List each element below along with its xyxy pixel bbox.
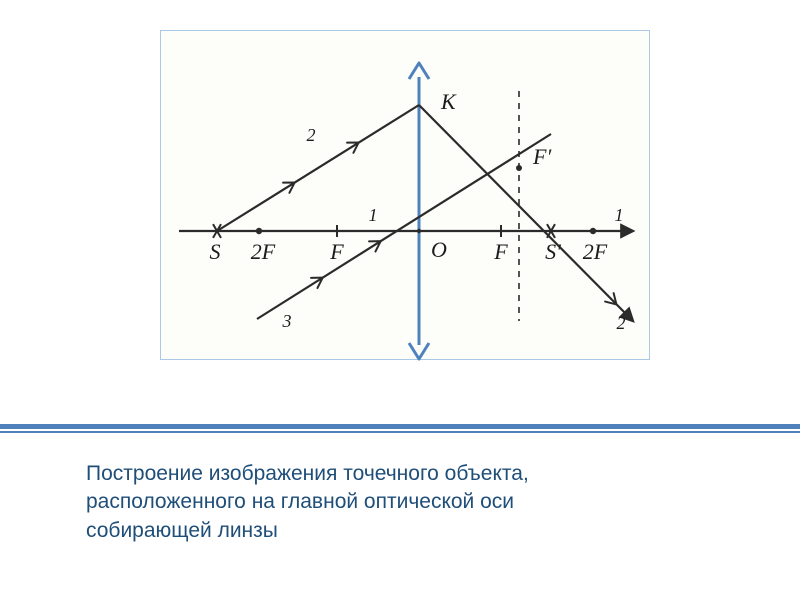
caption-line-3: собирающей линзы bbox=[86, 517, 529, 545]
svg-text:1: 1 bbox=[369, 205, 378, 225]
svg-text:S′: S′ bbox=[545, 239, 562, 264]
svg-text:2F: 2F bbox=[583, 239, 608, 264]
svg-text:3: 3 bbox=[282, 311, 292, 331]
svg-text:2F: 2F bbox=[251, 239, 276, 264]
svg-text:2: 2 bbox=[307, 125, 316, 145]
svg-text:F: F bbox=[329, 239, 344, 264]
divider bbox=[0, 424, 800, 433]
svg-text:1: 1 bbox=[615, 205, 624, 225]
svg-text:F′: F′ bbox=[532, 144, 552, 169]
svg-text:2: 2 bbox=[617, 313, 626, 333]
svg-text:F: F bbox=[493, 239, 508, 264]
svg-text:O: O bbox=[431, 237, 447, 262]
slide: S 2F F O F S′ 2F K F′ 1 1 2 2 3 Построение изображени… bbox=[0, 0, 800, 600]
lens-diagram: S 2F F O F S′ 2F K F′ 1 1 2 2 3 bbox=[161, 31, 651, 361]
svg-text:K: K bbox=[440, 89, 457, 114]
figure-frame: S 2F F O F S′ 2F K F′ 1 1 2 2 3 bbox=[160, 30, 650, 360]
caption: Построение изображения точечного объекта… bbox=[86, 460, 529, 545]
caption-line-2: расположенного на главной оптической оси bbox=[86, 488, 529, 516]
svg-text:S: S bbox=[210, 239, 221, 264]
caption-line-1: Построение изображения точечного объекта… bbox=[86, 460, 529, 488]
